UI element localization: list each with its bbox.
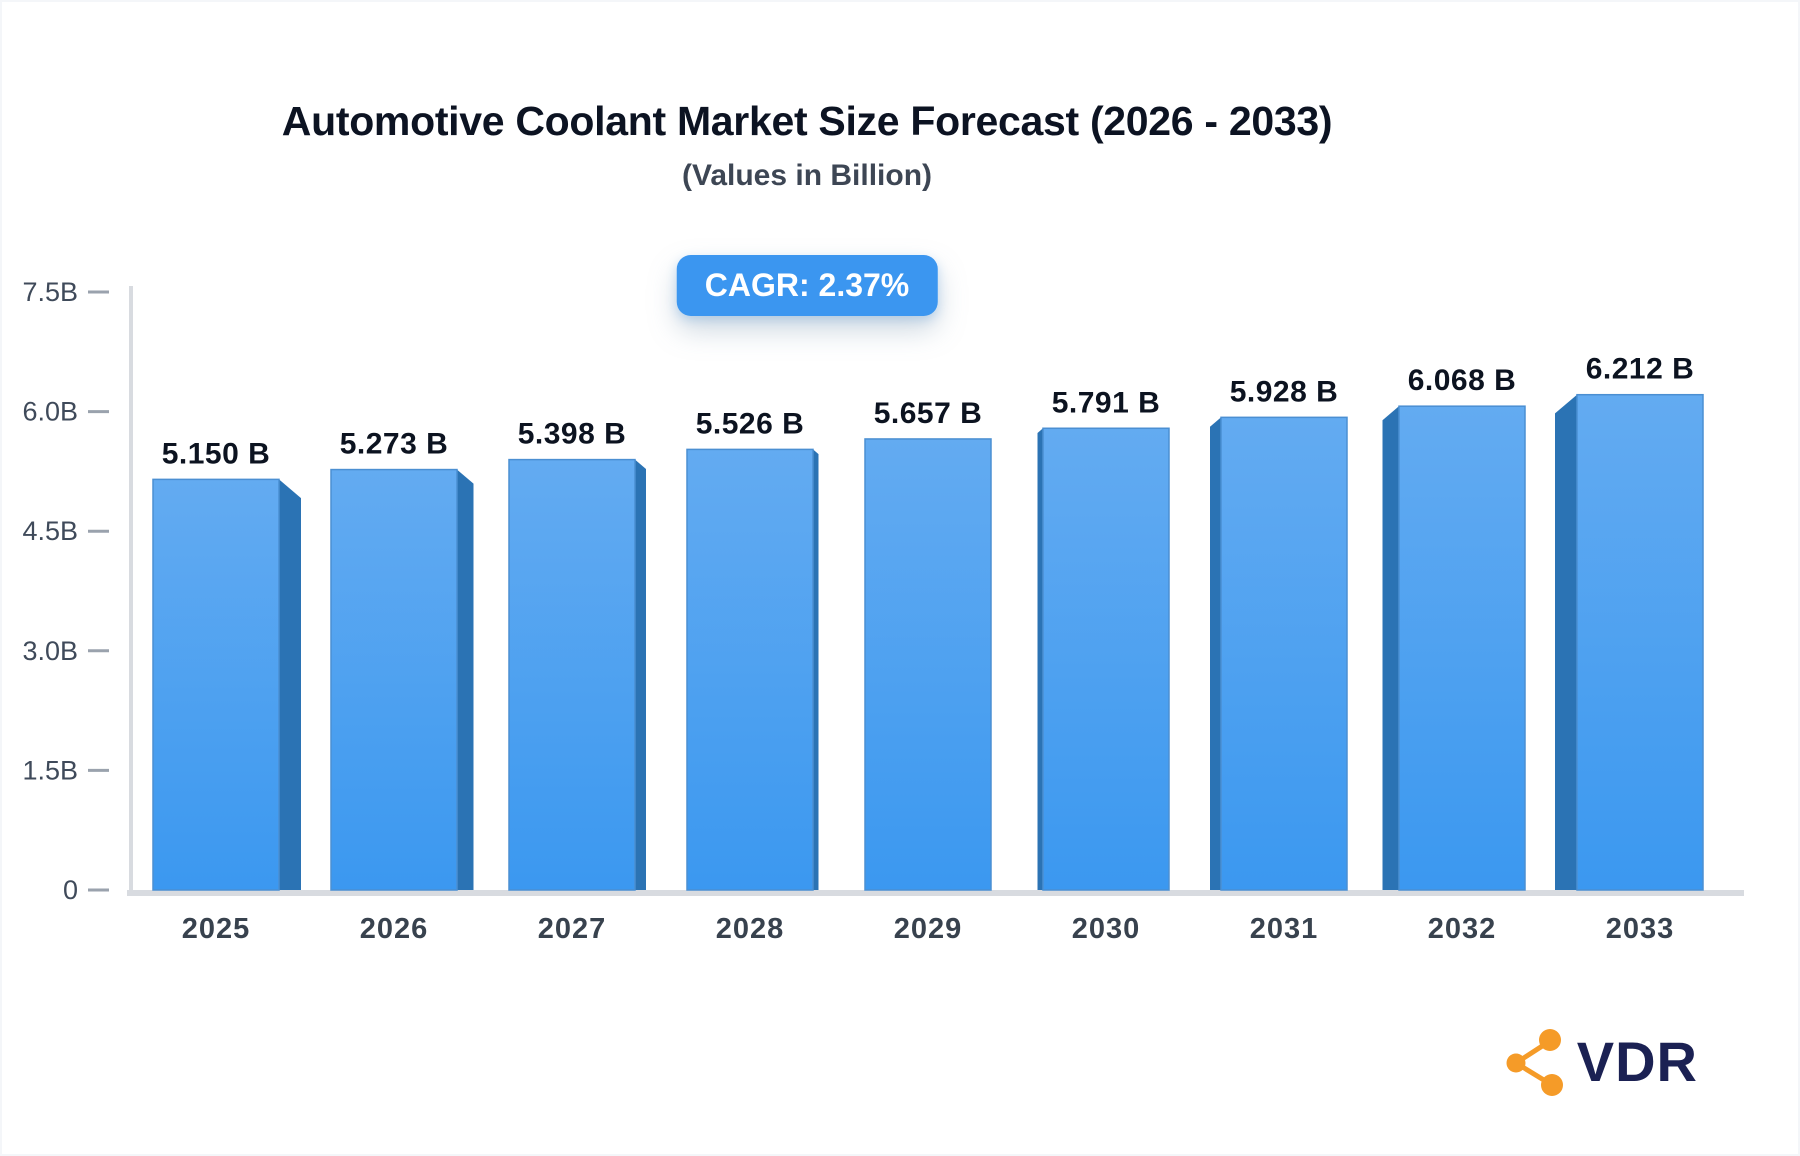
bar-value-label: 5.928 B <box>1230 375 1339 408</box>
bar-side <box>1210 417 1221 890</box>
bar-2029[interactable] <box>864 438 992 891</box>
y-tick-label: 1.5B <box>22 755 78 785</box>
page-title: Automotive Coolant Market Size Forecast … <box>281 98 1333 144</box>
x-axis-label: 2025 <box>182 913 251 945</box>
x-axis-label: 2027 <box>538 913 607 945</box>
bar-side <box>813 449 819 890</box>
bar-side <box>457 469 474 890</box>
bar-2032[interactable] <box>1382 405 1526 891</box>
y-tick-label: 7.5B <box>22 277 78 307</box>
share-nodes-icon <box>1506 1029 1563 1096</box>
vdr-logo: VDR <box>1503 1028 1698 1096</box>
y-tick-label: 6.0B <box>22 397 78 427</box>
x-axis-label: 2026 <box>360 913 429 945</box>
y-axis-line <box>129 286 133 896</box>
x-axis-label: 2031 <box>1250 913 1319 945</box>
bar-value-label: 6.068 B <box>1408 364 1517 397</box>
bar-face <box>508 458 636 891</box>
bar-value-label: 5.791 B <box>1052 386 1161 419</box>
y-tick-label: 0 <box>63 875 78 905</box>
bar-face <box>330 468 458 891</box>
cagr-badge: CAGR: 2.37% <box>676 255 938 316</box>
bar-value-label: 5.657 B <box>874 397 983 430</box>
bar-2025[interactable] <box>152 478 301 891</box>
x-axis-line <box>127 890 1744 896</box>
x-axis-label: 2030 <box>1072 913 1141 945</box>
bar-face <box>1220 416 1348 891</box>
bar-face <box>152 478 280 891</box>
bar-2033[interactable] <box>1555 393 1704 891</box>
bar-2030[interactable] <box>1037 427 1170 891</box>
bar-chart: 0 1.5B 3.0B 4.5B 6.0B 7.5B 5.150 B 2025 5.273 B 2… <box>22 277 1744 945</box>
y-tick-label: 3.0B <box>22 636 78 666</box>
bar-face <box>1042 427 1170 891</box>
bar-face <box>1576 393 1704 891</box>
bar-side <box>279 479 301 890</box>
bar-face <box>864 438 992 891</box>
page-subtitle: (Values in Billion) <box>681 159 933 192</box>
bar-value-label: 5.150 B <box>162 437 271 470</box>
logo-text: VDR <box>1576 1030 1698 1093</box>
bar-2026[interactable] <box>330 468 474 891</box>
bar-2028[interactable] <box>686 448 819 891</box>
bar-side <box>1037 428 1043 890</box>
x-axis-label: 2032 <box>1428 913 1497 945</box>
bar-side <box>635 459 646 890</box>
bar-2031[interactable] <box>1210 416 1348 891</box>
bar-value-label: 5.398 B <box>518 418 627 451</box>
bar-value-label: 5.526 B <box>696 407 805 440</box>
bar-value-label: 6.212 B <box>1586 353 1695 386</box>
bar-side <box>1382 406 1399 890</box>
bar-value-label: 5.273 B <box>340 428 449 461</box>
bar-face <box>1398 405 1526 891</box>
bar-side <box>1555 394 1577 890</box>
bar-face <box>686 448 814 891</box>
y-tick-label: 4.5B <box>22 516 78 546</box>
chart-header: Automotive Coolant Market Size Forecast … <box>2 98 1612 193</box>
x-axis-label: 2028 <box>716 913 785 945</box>
bar-2027[interactable] <box>508 458 646 891</box>
x-axis-label: 2029 <box>894 913 963 945</box>
x-axis-label: 2033 <box>1606 913 1675 945</box>
